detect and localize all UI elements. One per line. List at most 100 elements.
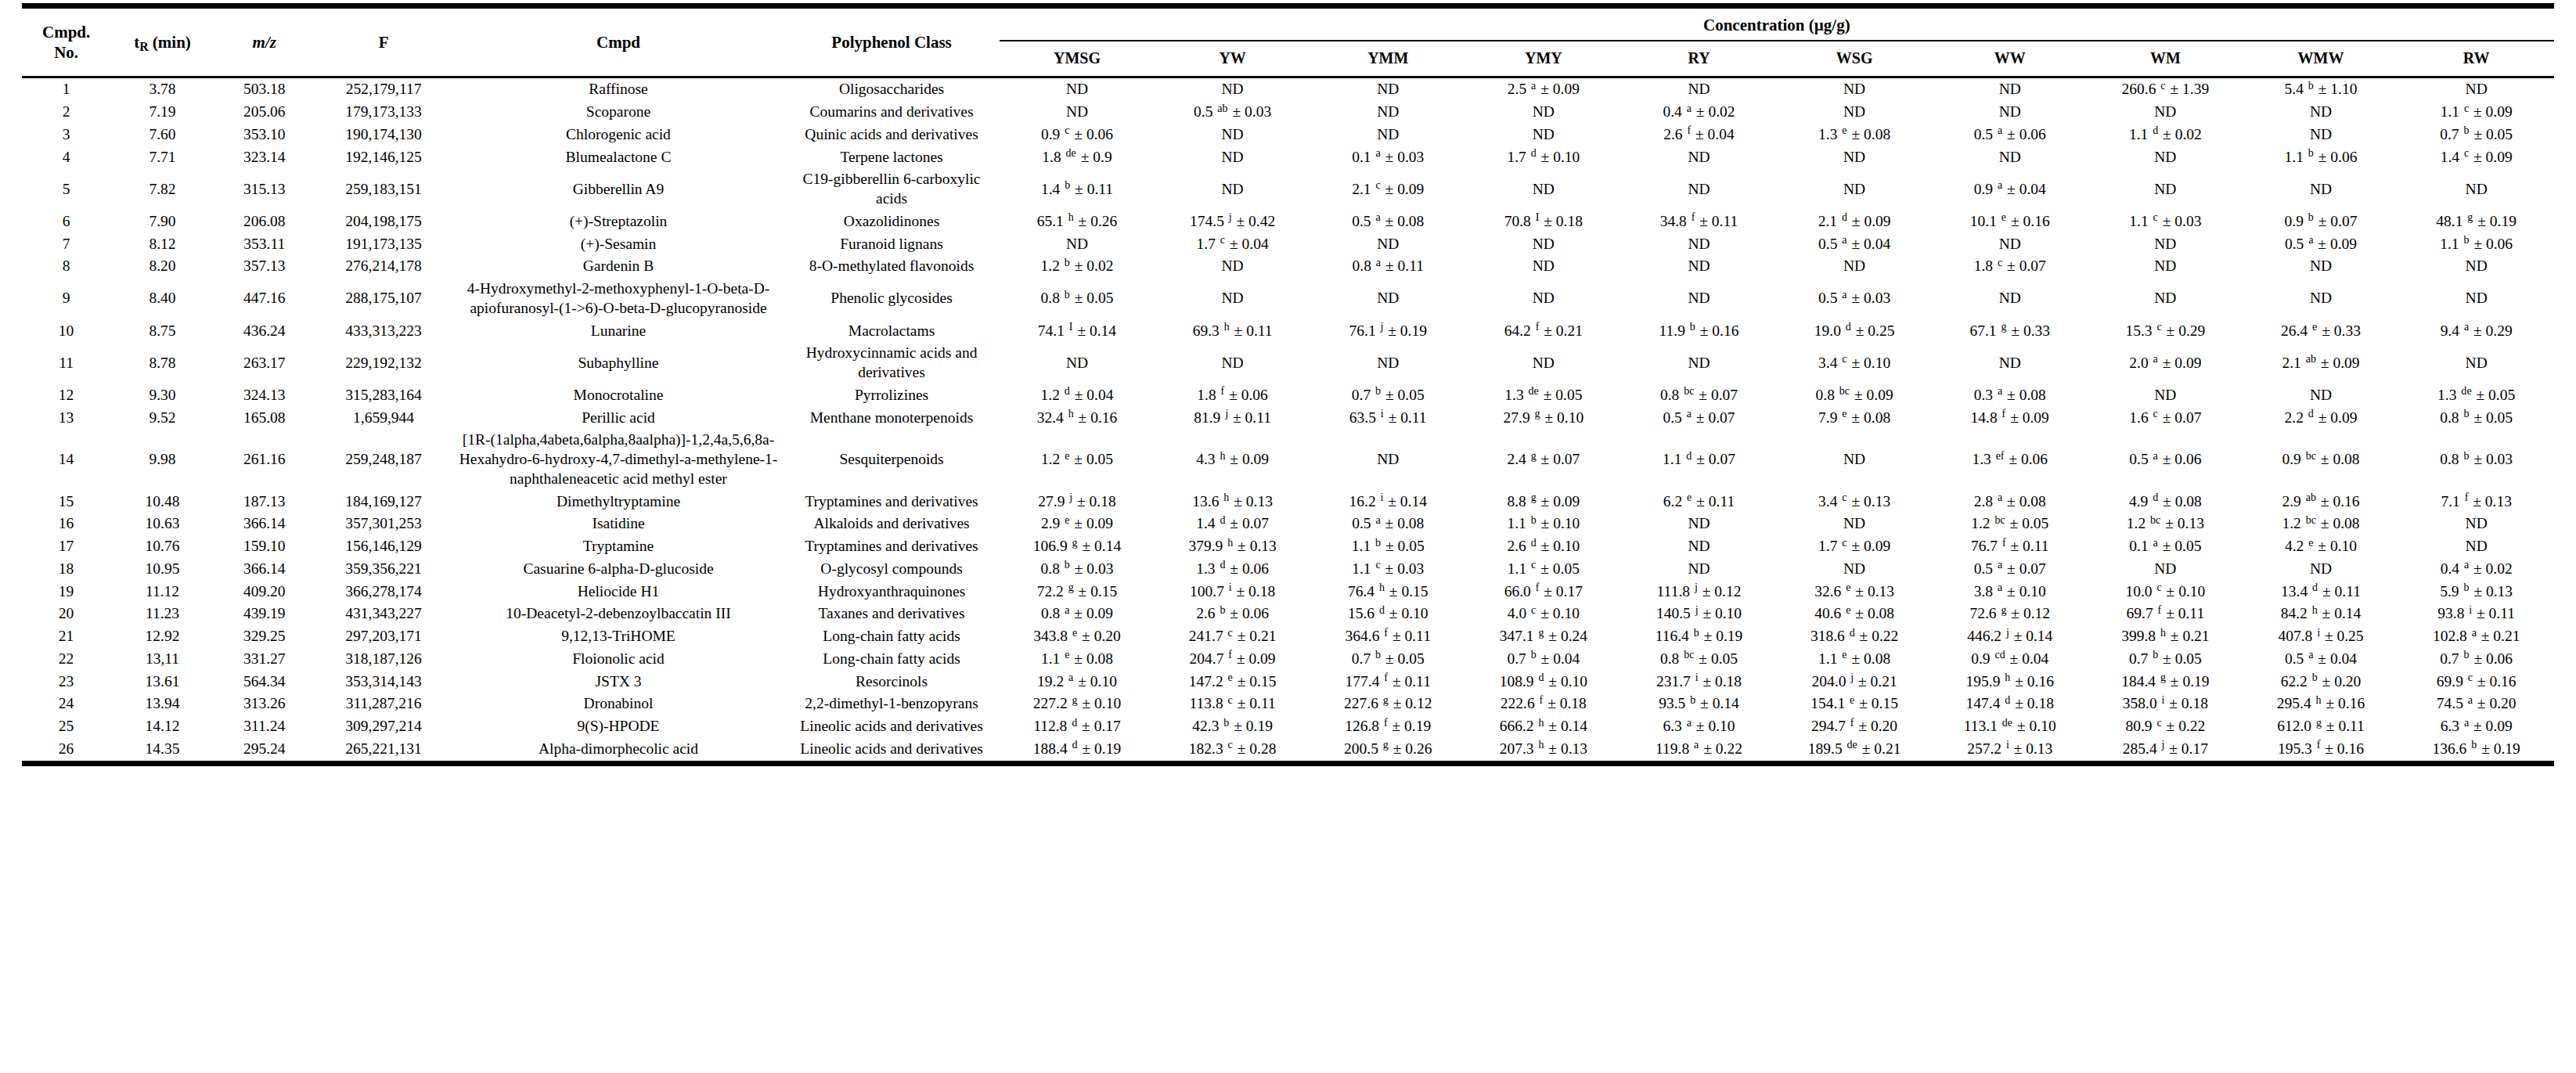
cell-conc-wmw: 5.4 b ± 1.10 <box>2243 77 2399 101</box>
cell-conc-ww: 2.8 a ± 0.08 <box>1932 491 2088 513</box>
cell-cmpd-no: 7 <box>22 233 110 256</box>
significance-letter: c <box>2153 211 2159 223</box>
cell-conc-ymsg: 27.9 j ± 0.18 <box>1000 491 1155 513</box>
cell-conc-yw: 204.7 f ± 0.09 <box>1155 648 1310 671</box>
cell-conc-ry: 231.7 i ± 0.18 <box>1621 671 1777 693</box>
cell-conc-wsg: ND <box>1777 168 1933 211</box>
cell-conc-wsg: 1.3 e ± 0.08 <box>1777 124 1933 146</box>
significance-letter: j <box>1068 491 1073 503</box>
significance-letter: de <box>1528 384 1540 397</box>
cell-polyphenol-class: Macrolactams <box>784 320 999 343</box>
significance-letter: i <box>2468 603 2473 616</box>
cell-mz: 447.16 <box>214 278 315 320</box>
significance-letter: e <box>1841 407 1847 419</box>
significance-letter: b <box>2463 233 2470 246</box>
cell-polyphenol-class: Lineolic acids and derivatives <box>784 715 999 738</box>
cell-conc-yw: 147.2 e ± 0.15 <box>1155 671 1310 693</box>
cell-cmpd-no: 23 <box>22 671 110 693</box>
cell-conc-wmw: 0.9 b ± 0.07 <box>2243 211 2399 233</box>
cell-conc-wm: 184.4 g ± 0.19 <box>2088 671 2243 693</box>
cell-cmpd-no: 22 <box>22 648 110 671</box>
col-header-cmpd: Cmpd <box>453 6 784 77</box>
cell-conc-ymy: ND <box>1466 168 1622 211</box>
cell-conc-ww: 446.2 j ± 0.14 <box>1932 625 2088 648</box>
cell-conc-rw: 0.4 a ± 0.02 <box>2398 558 2554 581</box>
cell-polyphenol-class: 2,2-dimethyl-1-benzopyrans <box>784 693 999 715</box>
significance-letter: b <box>1064 288 1071 301</box>
cell-conc-wm: 10.0 c ± 0.10 <box>2088 581 2243 603</box>
col-header-sample-yw: YW <box>1155 41 1310 77</box>
cell-conc-wm: 4.9 d ± 0.08 <box>2088 491 2243 513</box>
cell-cmpd-no: 19 <box>22 581 110 603</box>
cell-polyphenol-class: Lineolic acids and derivatives <box>784 738 999 763</box>
cell-conc-wmw: 2.1 ab ± 0.09 <box>2243 342 2399 384</box>
table-row: 2413.94313.26311,287,216Dronabinol2,2-di… <box>22 693 2554 715</box>
cell-mz: 409.20 <box>214 581 315 603</box>
significance-letter: a <box>2153 352 2159 365</box>
cell-f: 204,198,175 <box>315 211 453 233</box>
cell-conc-ymm: 126.8 f ± 0.19 <box>1310 715 1466 738</box>
cell-conc-yw: 241.7 c ± 0.21 <box>1155 625 1310 648</box>
cell-retention-time: 7.19 <box>110 101 214 124</box>
cell-conc-wmw: ND <box>2243 558 2399 581</box>
cell-conc-ymm: ND <box>1310 101 1466 124</box>
cell-polyphenol-class: Alkaloids and derivatives <box>784 513 999 535</box>
cell-conc-ymm: ND <box>1310 342 1466 384</box>
table-row: 108.75436.24433,313,223LunarineMacrolact… <box>22 320 2554 343</box>
cell-conc-ymsg: 0.9 c ± 0.06 <box>1000 124 1155 146</box>
cell-f: 366,278,174 <box>315 581 453 603</box>
significance-letter: b <box>2470 738 2477 751</box>
cell-conc-yw: ND <box>1155 255 1310 278</box>
cell-conc-rw: 69.9 c ± 0.16 <box>2398 671 2554 693</box>
cell-cmpd-name: Heliocide H1 <box>453 581 784 603</box>
cell-conc-wmw: ND <box>2243 124 2399 146</box>
table-row: 37.60353.10190,174,130Chlorogenic acidQu… <box>22 124 2554 146</box>
cell-conc-wsg: ND <box>1777 429 1933 490</box>
significance-letter: c <box>2160 79 2166 92</box>
significance-letter: de <box>1846 738 1858 751</box>
cell-conc-wsg: ND <box>1777 558 1933 581</box>
cell-conc-ymm: 177.4 f ± 0.11 <box>1310 671 1466 693</box>
cell-conc-wm: 1.1 c ± 0.03 <box>2088 211 2243 233</box>
table-row: 78.12353.11191,173,135(+)-SesaminFuranoi… <box>22 233 2554 256</box>
cell-conc-wmw: ND <box>2243 101 2399 124</box>
cell-mz: 503.18 <box>214 77 315 101</box>
significance-letter: f <box>2157 603 2163 616</box>
cell-conc-ymsg: 106.9 g ± 0.14 <box>1000 535 1155 558</box>
significance-letter: c <box>1997 256 2003 268</box>
cell-mz: 187.13 <box>214 491 315 513</box>
cell-conc-wm: 69.7 f ± 0.11 <box>2088 603 2243 625</box>
cell-conc-yw: ND <box>1155 124 1310 146</box>
cell-conc-ymsg: 0.8 b ± 0.03 <box>1000 558 1155 581</box>
cell-cmpd-no: 8 <box>22 255 110 278</box>
significance-letter: f <box>1691 211 1696 223</box>
cell-f: 252,179,117 <box>315 77 453 101</box>
cell-conc-wmw: 0.5 a ± 0.04 <box>2243 648 2399 671</box>
cell-cmpd-name: 9,12,13-TriHOME <box>453 625 784 648</box>
cell-conc-ymsg: ND <box>1000 101 1155 124</box>
col-header-sample-wmw: WMW <box>2243 41 2399 77</box>
cell-conc-ymsg: ND <box>1000 342 1155 384</box>
cell-f: 156,146,129 <box>315 535 453 558</box>
cell-retention-time: 8.40 <box>110 278 214 320</box>
cell-conc-ymy: 27.9 g ± 0.10 <box>1466 407 1622 430</box>
significance-letter: e <box>1686 491 1692 503</box>
significance-letter: bc <box>1839 384 1850 397</box>
cell-mz: 331.27 <box>214 648 315 671</box>
cell-mz: 366.14 <box>214 513 315 535</box>
cell-conc-wm: ND <box>2088 168 2243 211</box>
significance-letter: h <box>1378 581 1385 593</box>
significance-letter: d <box>1685 449 1692 462</box>
cell-conc-wm: 0.5 a ± 0.06 <box>2088 429 2243 490</box>
significance-letter: i <box>1695 671 1699 683</box>
cell-conc-wm: 15.3 c ± 0.29 <box>2088 320 2243 343</box>
table-body: 13.78503.18252,179,117RaffinoseOligosacc… <box>22 77 2554 763</box>
significance-letter: a <box>1374 146 1381 159</box>
cell-conc-rw: 136.6 b ± 0.19 <box>2398 738 2554 763</box>
cell-conc-yw: ND <box>1155 77 1310 101</box>
cell-conc-wsg: ND <box>1777 101 1933 124</box>
cell-conc-wmw: 0.9 bc ± 0.08 <box>2243 429 2399 490</box>
table-row: 129.30324.13315,283,164MonocrotalinePyrr… <box>22 384 2554 407</box>
cell-conc-yw: 1.7 c ± 0.04 <box>1155 233 1310 256</box>
significance-letter: I <box>1535 211 1540 223</box>
